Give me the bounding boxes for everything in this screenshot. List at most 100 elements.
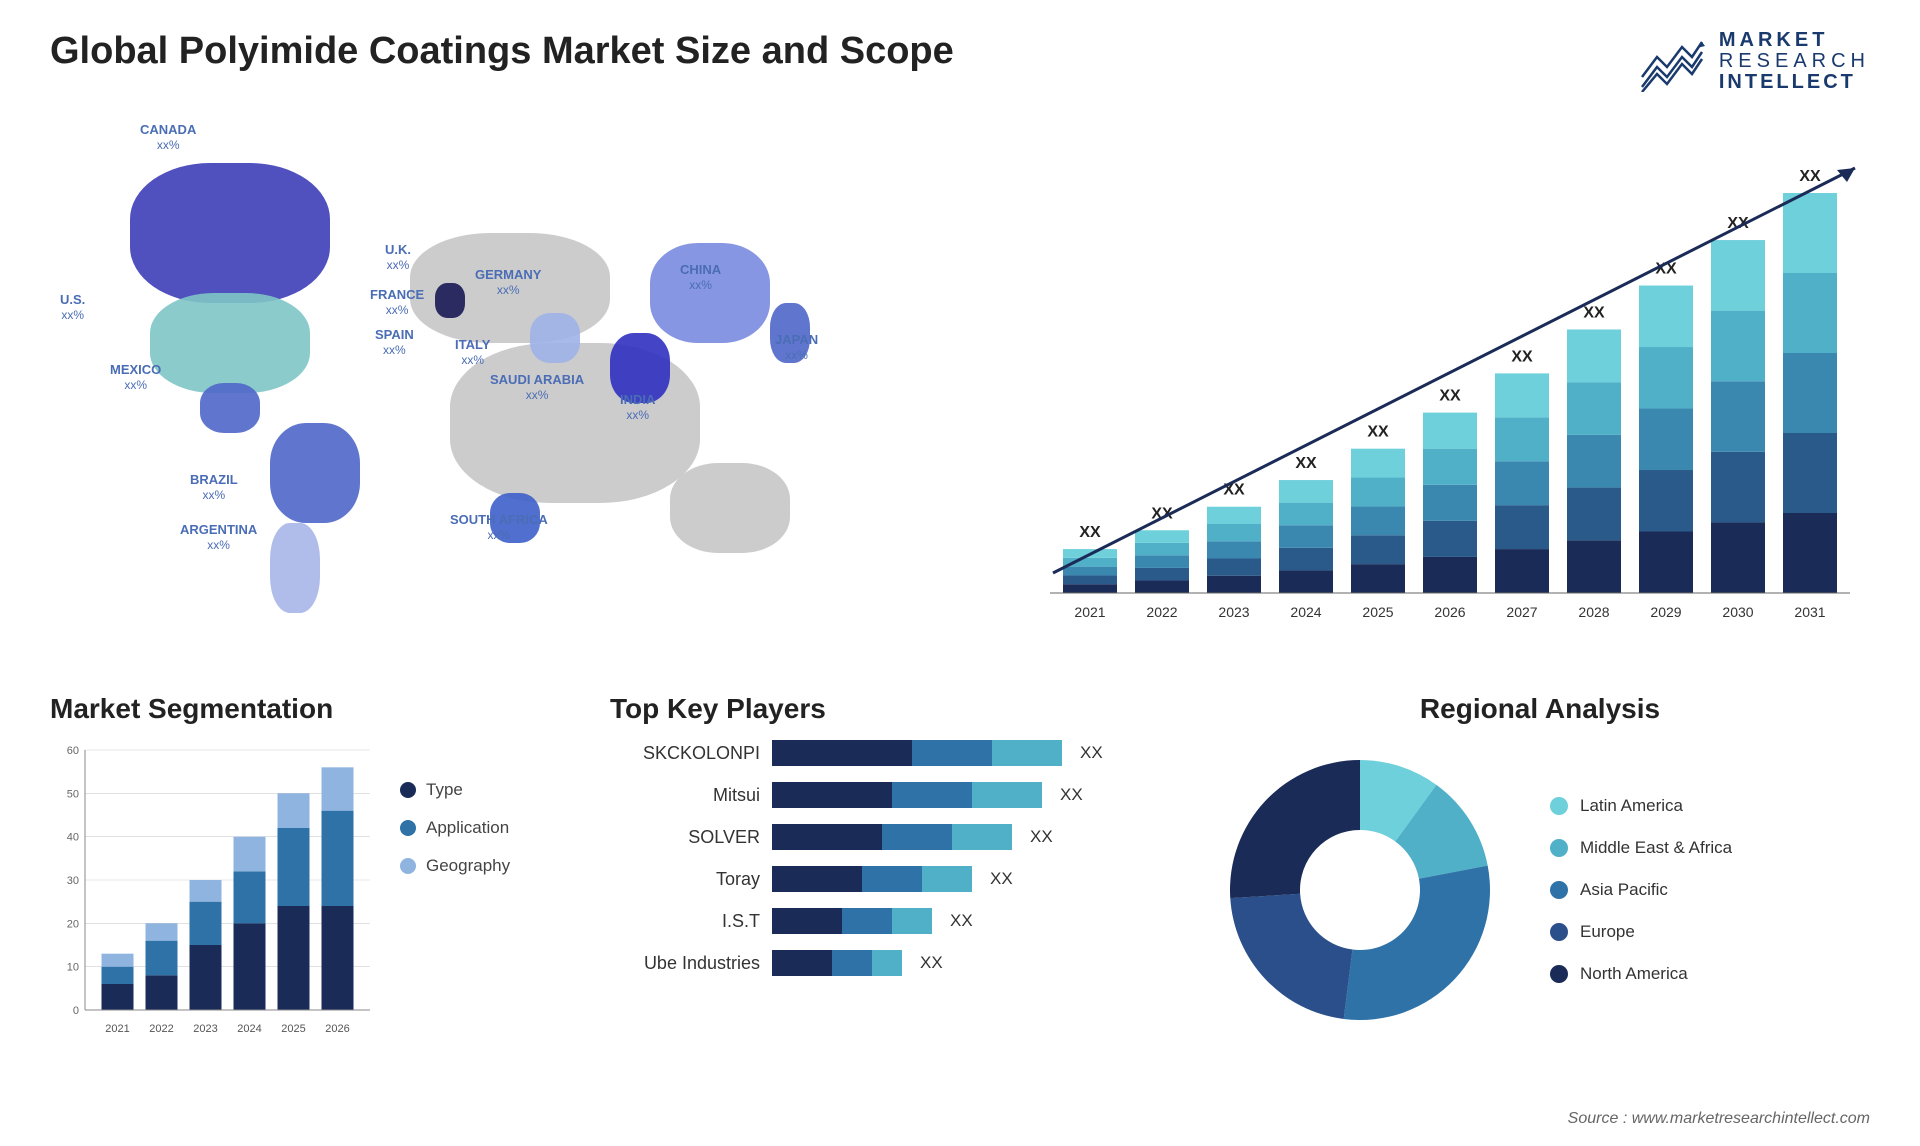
player-row: SKCKOLONPIXX (610, 740, 1170, 766)
map-region-shape (530, 313, 580, 363)
main-bar-segment (1711, 452, 1765, 523)
main-bar-year-label: 2030 (1722, 604, 1753, 620)
player-bar-segment (952, 824, 1012, 850)
main-bar-segment (1351, 449, 1405, 478)
region-legend-item: Middle East & Africa (1550, 838, 1732, 858)
player-bar (772, 950, 902, 976)
main-bar-year-label: 2029 (1650, 604, 1681, 620)
main-bar-segment (1279, 570, 1333, 593)
main-bar-segment (1711, 311, 1765, 382)
donut-slice (1230, 760, 1360, 898)
seg-ytick: 10 (67, 962, 79, 974)
player-name: Ube Industries (610, 953, 760, 974)
player-value: XX (920, 953, 943, 973)
region-legend-dot (1550, 965, 1568, 983)
map-country-label: ARGENTINAxx% (180, 523, 257, 553)
seg-bar-segment (102, 967, 134, 984)
map-country-label: SOUTH AFRICAxx% (450, 513, 548, 543)
seg-bar-segment (234, 871, 266, 923)
seg-bar-segment (234, 837, 266, 872)
main-bar-segment (1063, 567, 1117, 576)
main-bar-segment (1279, 480, 1333, 503)
main-bar-segment (1063, 575, 1117, 584)
logo-line2: RESEARCH (1719, 51, 1870, 72)
region-legend-label: Asia Pacific (1580, 880, 1668, 900)
logo-icon (1637, 32, 1707, 92)
main-bar-year-label: 2026 (1434, 604, 1465, 620)
main-bar-segment (1639, 286, 1693, 347)
player-value: XX (990, 869, 1013, 889)
map-region-shape (435, 283, 465, 318)
player-bar-segment (772, 824, 882, 850)
player-bar (772, 866, 972, 892)
logo-line1: MARKET (1719, 30, 1870, 51)
world-map-panel: CANADAxx%U.S.xx%MEXICOxx%BRAZILxx%ARGENT… (50, 113, 990, 653)
main-bar-value-label: XX (1079, 524, 1101, 541)
seg-bar-segment (322, 906, 354, 1010)
map-country-label: INDIAxx% (620, 393, 655, 423)
seg-bar-segment (146, 975, 178, 1010)
seg-bar-segment (102, 984, 134, 1010)
player-name: SKCKOLONPI (610, 743, 760, 764)
player-value: XX (1030, 827, 1053, 847)
player-value: XX (1060, 785, 1083, 805)
segmentation-title: Market Segmentation (50, 693, 570, 725)
map-region-shape (650, 243, 770, 343)
main-bar-segment (1351, 564, 1405, 593)
main-bar-segment (1423, 413, 1477, 449)
main-bar-segment (1207, 558, 1261, 575)
seg-year-label: 2024 (237, 1023, 261, 1035)
map-country-label: MEXICOxx% (110, 363, 161, 393)
region-legend-label: Latin America (1580, 796, 1683, 816)
player-bar-segment (772, 782, 892, 808)
player-row: SOLVERXX (610, 824, 1170, 850)
region-legend-dot (1550, 923, 1568, 941)
map-country-label: SAUDI ARABIAxx% (490, 373, 584, 403)
main-bar-segment (1567, 329, 1621, 382)
regional-analysis-panel: Regional Analysis Latin AmericaMiddle Ea… (1210, 693, 1870, 1073)
main-bar-year-label: 2031 (1794, 604, 1825, 620)
main-bar-segment (1711, 522, 1765, 593)
main-bar-segment (1279, 548, 1333, 571)
player-bar-segment (882, 824, 952, 850)
map-country-label: U.K.xx% (385, 243, 411, 273)
main-bar-segment (1567, 540, 1621, 593)
map-region-shape (270, 523, 320, 613)
seg-ytick: 30 (67, 875, 79, 887)
region-legend-item: Asia Pacific (1550, 880, 1732, 900)
top-key-players-panel: Top Key Players SKCKOLONPIXXMitsuiXXSOLV… (610, 693, 1170, 1073)
seg-bar-segment (278, 906, 310, 1010)
seg-legend-item: Application (400, 818, 510, 838)
seg-legend-item: Type (400, 780, 510, 800)
map-region-shape (200, 383, 260, 433)
player-bar-segment (772, 950, 832, 976)
main-bar-value-label: XX (1799, 168, 1821, 185)
seg-legend-dot (400, 820, 416, 836)
segmentation-legend: TypeApplicationGeography (400, 780, 510, 876)
player-name: I.S.T (610, 911, 760, 932)
main-bar-segment (1711, 240, 1765, 311)
main-bar-segment (1279, 503, 1333, 526)
region-legend-label: Europe (1580, 922, 1635, 942)
seg-ytick: 0 (73, 1005, 79, 1017)
seg-ytick: 40 (67, 832, 79, 844)
main-bar-segment (1207, 541, 1261, 558)
main-bar-segment (1711, 381, 1765, 452)
main-bar-segment (1639, 347, 1693, 408)
main-bar-segment (1495, 461, 1549, 505)
seg-legend-dot (400, 782, 416, 798)
seg-year-label: 2025 (281, 1023, 305, 1035)
main-bar-segment (1639, 532, 1693, 593)
region-legend-item: Europe (1550, 922, 1732, 942)
main-bar-segment (1567, 435, 1621, 488)
seg-legend-dot (400, 858, 416, 874)
seg-ytick: 60 (67, 745, 79, 757)
main-bar-segment (1207, 576, 1261, 593)
brand-logo: MARKET RESEARCH INTELLECT (1637, 30, 1870, 93)
player-bar (772, 908, 932, 934)
player-bar-segment (892, 782, 972, 808)
region-legend-item: Latin America (1550, 796, 1732, 816)
market-segmentation-panel: Market Segmentation 01020304050602021202… (50, 693, 570, 1073)
main-bar-segment (1135, 543, 1189, 556)
map-region-shape (130, 163, 330, 303)
